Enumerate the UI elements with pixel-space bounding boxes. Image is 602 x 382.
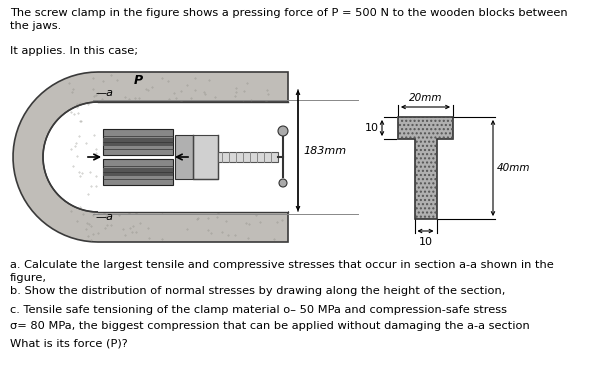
Circle shape: [279, 179, 287, 187]
Text: b. Show the distribution of normal stresses by drawing along the height of the s: b. Show the distribution of normal stres…: [10, 286, 505, 296]
Bar: [103, 159, 173, 185]
Bar: [193, 135, 218, 179]
Text: a. Calculate the largest tensile and compressive stresses that occur in section : a. Calculate the largest tensile and com…: [10, 260, 554, 283]
Bar: [218, 152, 278, 162]
Circle shape: [278, 126, 288, 136]
Bar: [103, 138, 173, 146]
Text: —a: —a: [96, 212, 114, 222]
Polygon shape: [398, 117, 453, 219]
Text: What is its force (P)?: What is its force (P)?: [10, 338, 128, 348]
Text: 40mm: 40mm: [497, 163, 530, 173]
Bar: [175, 135, 193, 179]
Text: 10: 10: [418, 237, 432, 247]
Polygon shape: [13, 72, 288, 242]
Text: It applies. In this case;: It applies. In this case;: [10, 46, 138, 56]
Text: P: P: [134, 74, 143, 87]
Text: c. Tensile safe tensioning of the clamp material o– 50 MPa and compression-safe : c. Tensile safe tensioning of the clamp …: [10, 305, 507, 315]
Text: 20mm: 20mm: [409, 93, 442, 103]
Text: 10: 10: [365, 123, 379, 133]
Bar: [103, 168, 173, 176]
Polygon shape: [98, 102, 288, 212]
Text: The screw clamp in the figure shows a pressing force of P = 500 N to the wooden : The screw clamp in the figure shows a pr…: [10, 8, 568, 31]
Text: —a: —a: [96, 88, 114, 98]
Text: 183mm: 183mm: [303, 146, 346, 155]
Text: σ= 80 MPa, the biggest compression that can be applied without damaging the a-a : σ= 80 MPa, the biggest compression that …: [10, 321, 530, 331]
Bar: [103, 129, 173, 155]
